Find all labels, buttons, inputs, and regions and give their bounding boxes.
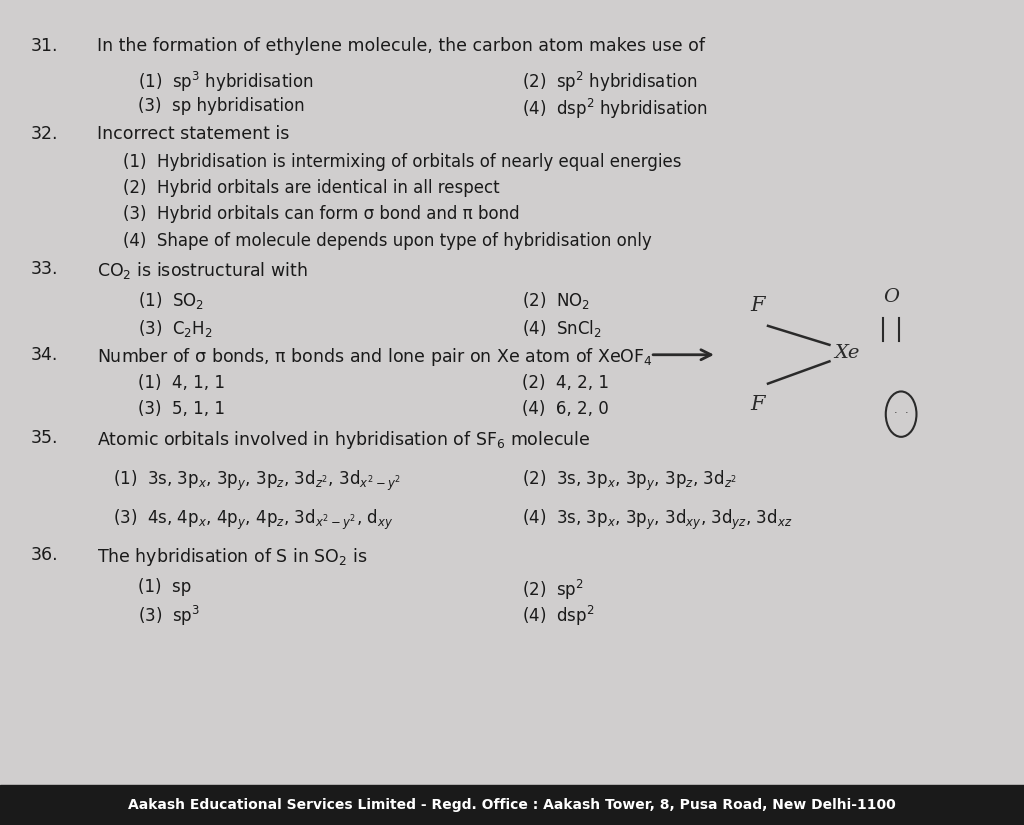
- Text: (4)  SnCl$_2$: (4) SnCl$_2$: [522, 318, 602, 338]
- Text: F: F: [751, 295, 765, 315]
- Text: .: .: [894, 405, 898, 415]
- Text: (4)  6, 2, 0: (4) 6, 2, 0: [522, 400, 609, 418]
- Text: In the formation of ethylene molecule, the carbon atom makes use of: In the formation of ethylene molecule, t…: [97, 37, 706, 55]
- Text: Atomic orbitals involved in hybridisation of SF$_6$ molecule: Atomic orbitals involved in hybridisatio…: [97, 429, 591, 451]
- Text: 33.: 33.: [31, 260, 58, 278]
- Text: (3)  sp hybridisation: (3) sp hybridisation: [138, 97, 305, 116]
- Text: (4)  dsp$^2$: (4) dsp$^2$: [522, 604, 595, 628]
- Text: CO$_2$ is isostructural with: CO$_2$ is isostructural with: [97, 260, 308, 280]
- Text: Number of σ bonds, π bonds and lone pair on Xe atom of XeOF$_4$: Number of σ bonds, π bonds and lone pair…: [97, 346, 653, 368]
- Text: (1)  SO$_2$: (1) SO$_2$: [138, 290, 205, 311]
- Text: (1)  sp: (1) sp: [138, 578, 191, 596]
- Text: (3)  5, 1, 1: (3) 5, 1, 1: [138, 400, 225, 418]
- Text: (3)  sp$^3$: (3) sp$^3$: [138, 604, 201, 628]
- Text: (2)  NO$_2$: (2) NO$_2$: [522, 290, 590, 311]
- Text: 32.: 32.: [31, 125, 58, 144]
- Text: The hybridisation of S in SO$_2$ is: The hybridisation of S in SO$_2$ is: [97, 546, 368, 568]
- Text: F: F: [751, 394, 765, 414]
- Text: (1)  sp$^3$ hybridisation: (1) sp$^3$ hybridisation: [138, 70, 313, 94]
- Text: (4)  3s, 3p$_x$, 3p$_y$, 3d$_{xy}$, 3d$_{yz}$, 3d$_{xz}$: (4) 3s, 3p$_x$, 3p$_y$, 3d$_{xy}$, 3d$_{…: [522, 507, 793, 531]
- Text: (2)  sp$^2$ hybridisation: (2) sp$^2$ hybridisation: [522, 70, 697, 94]
- Text: 34.: 34.: [31, 346, 58, 364]
- Text: O: O: [883, 288, 899, 306]
- Text: (2)  Hybrid orbitals are identical in all respect: (2) Hybrid orbitals are identical in all…: [123, 179, 500, 197]
- Bar: [0, 785, 1024, 825]
- Text: 36.: 36.: [31, 546, 58, 564]
- Text: (4)  Shape of molecule depends upon type of hybridisation only: (4) Shape of molecule depends upon type …: [123, 232, 651, 250]
- Text: (3)  4s, 4p$_x$, 4p$_y$, 4p$_z$, 3d$_{x^2-y^2}$, d$_{xy}$: (3) 4s, 4p$_x$, 4p$_y$, 4p$_z$, 3d$_{x^2…: [113, 507, 393, 531]
- Text: (2)  sp$^2$: (2) sp$^2$: [522, 578, 584, 601]
- Text: 31.: 31.: [31, 37, 58, 55]
- Text: Xe: Xe: [835, 344, 860, 362]
- Text: (2)  3s, 3p$_x$, 3p$_y$, 3p$_z$, 3d$_{z^2}$: (2) 3s, 3p$_x$, 3p$_y$, 3p$_z$, 3d$_{z^2…: [522, 469, 737, 493]
- Text: (1)  4, 1, 1: (1) 4, 1, 1: [138, 374, 225, 392]
- Text: Incorrect statement is: Incorrect statement is: [97, 125, 290, 144]
- Text: (3)  C$_2$H$_2$: (3) C$_2$H$_2$: [138, 318, 213, 338]
- Text: (1)  3s, 3p$_x$, 3p$_y$, 3p$_z$, 3d$_{z^2}$, 3d$_{x^2-y^2}$: (1) 3s, 3p$_x$, 3p$_y$, 3p$_z$, 3d$_{z^2…: [113, 469, 400, 493]
- Text: (2)  4, 2, 1: (2) 4, 2, 1: [522, 374, 609, 392]
- Text: (3)  Hybrid orbitals can form σ bond and π bond: (3) Hybrid orbitals can form σ bond and …: [123, 205, 519, 224]
- Text: 35.: 35.: [31, 429, 58, 447]
- Text: Aakash Educational Services Limited - Regd. Office : Aakash Tower, 8, Pusa Road,: Aakash Educational Services Limited - Re…: [128, 799, 896, 812]
- Text: (1)  Hybridisation is intermixing of orbitals of nearly equal energies: (1) Hybridisation is intermixing of orbi…: [123, 153, 681, 171]
- Text: (4)  dsp$^2$ hybridisation: (4) dsp$^2$ hybridisation: [522, 97, 709, 121]
- Text: .: .: [904, 405, 908, 415]
